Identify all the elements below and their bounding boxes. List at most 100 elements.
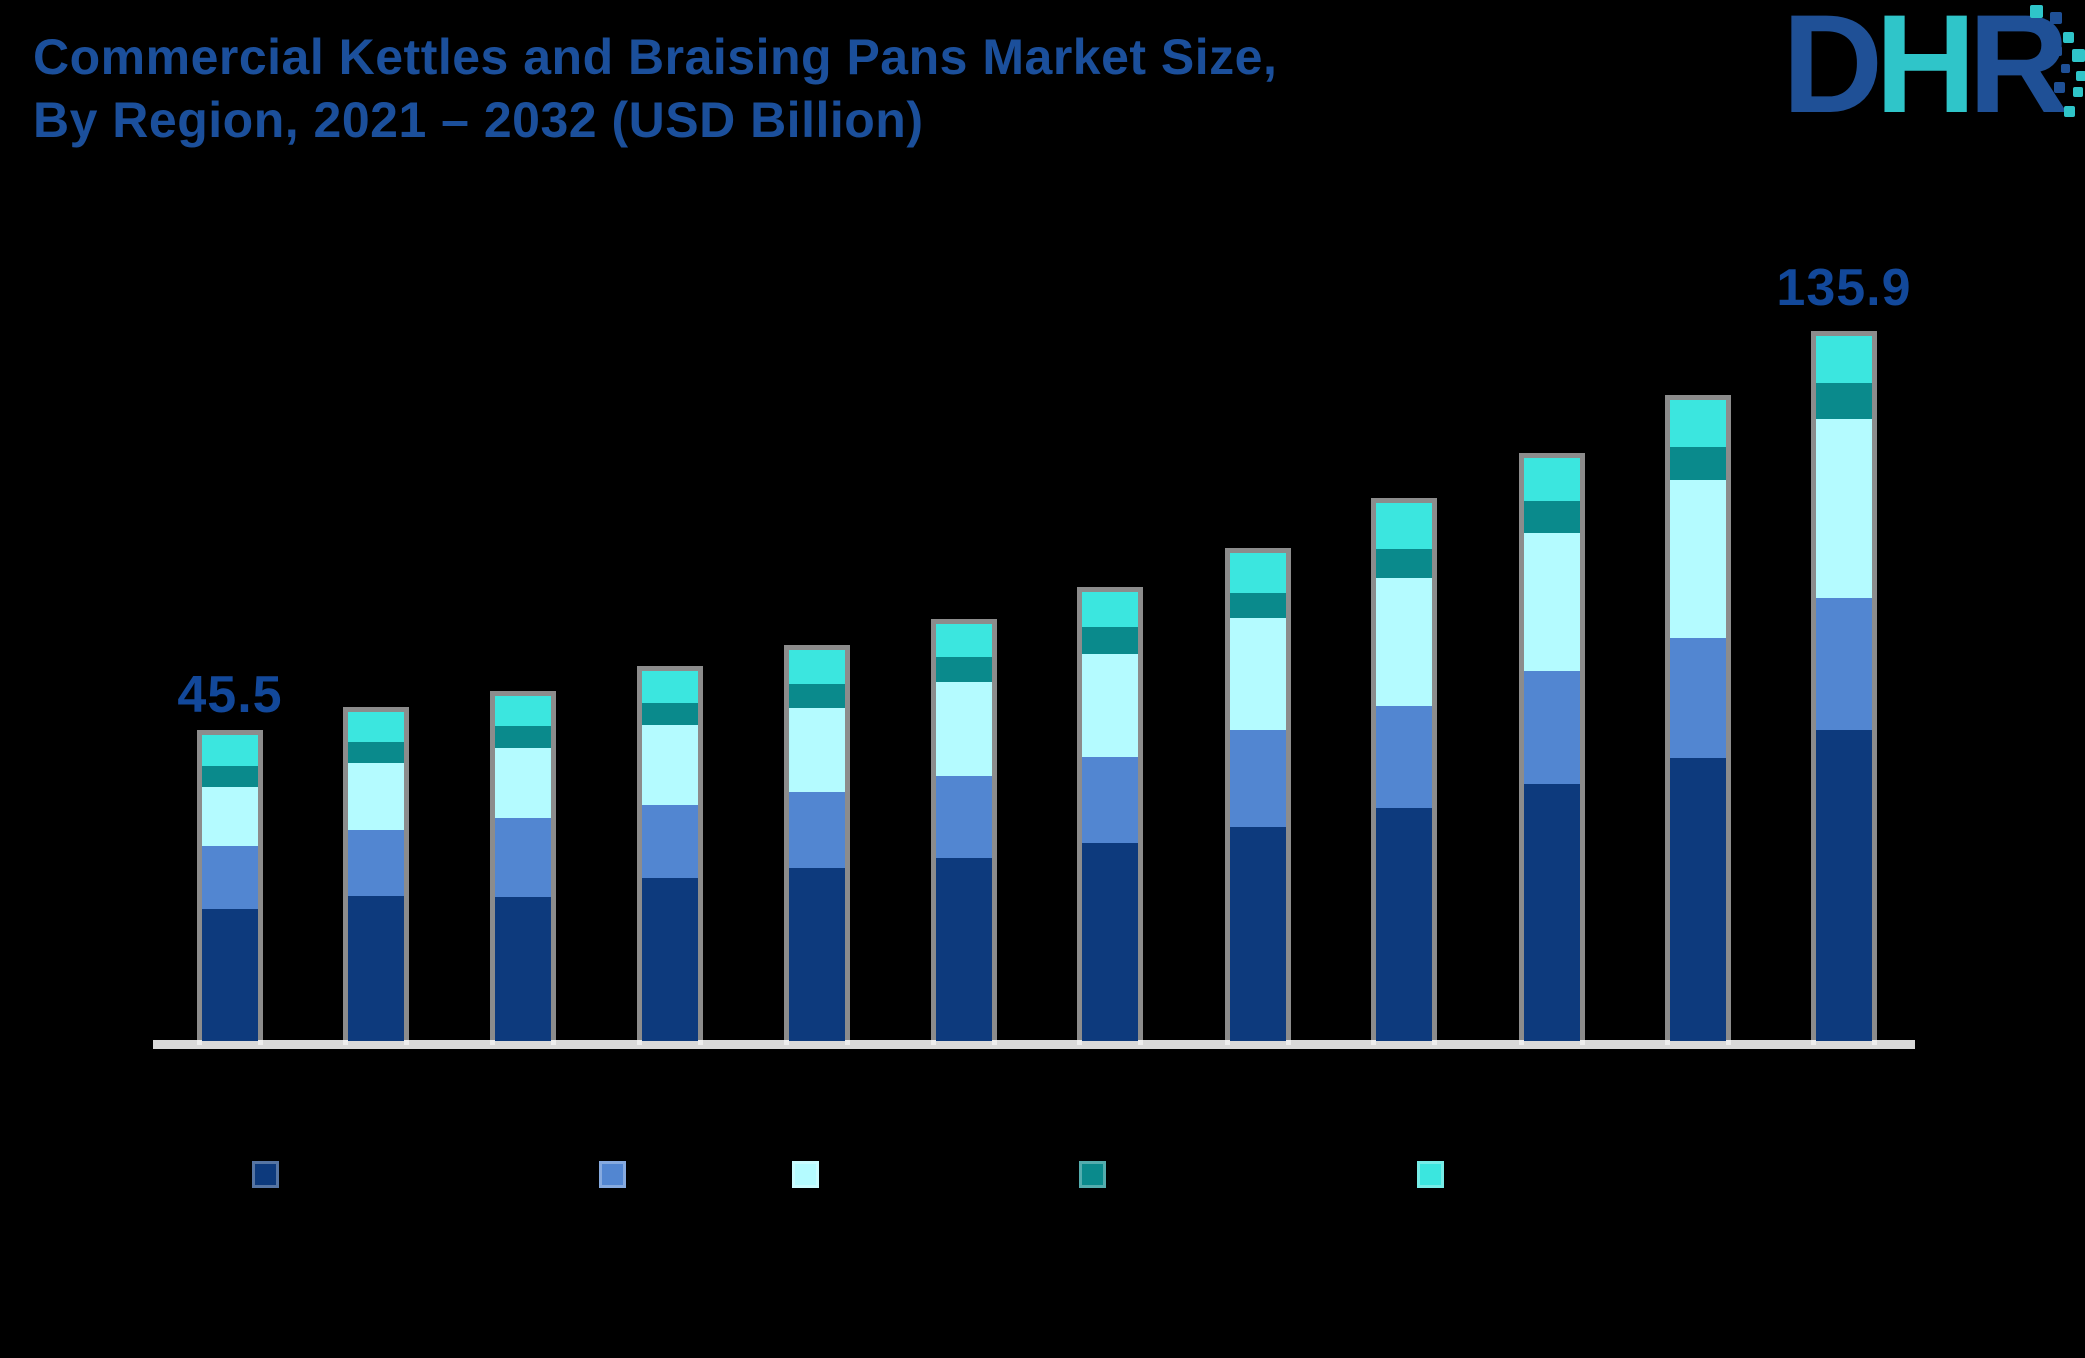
bar-2023-segment-1-navy [495,897,551,1041]
bar-2021 [197,730,263,1045]
legend-swatch-segment-4-dark-teal [1079,1161,1106,1188]
chart-title-line1: Commercial Kettles and Braising Pans Mar… [33,29,1278,85]
x-axis-baseline [153,1040,1915,1049]
bar-2027-segment-1-navy [1082,843,1138,1041]
logo-dot [2072,49,2085,62]
bar-2028 [1225,548,1291,1045]
bar-2031-segment-3-pale-cyan [1670,480,1726,638]
bar-2027-segment-3-pale-cyan [1082,654,1138,757]
last-bar-value-label: 135.9 [1776,259,1912,317]
bar-2029-segment-2-mid-blue [1376,706,1432,808]
bar-2028-segment-1-navy [1230,827,1286,1041]
bar-2027-segment-5-bright-teal [1082,592,1138,627]
bar-2023-segment-4-dark-teal [495,726,551,748]
bar-2030-segment-1-navy [1524,784,1580,1041]
bar-2022-segment-5-bright-teal [348,712,404,742]
bar-2029-segment-1-navy [1376,808,1432,1041]
legend-swatch-segment-1-navy [252,1161,279,1188]
bar-2021-segment-1-navy [202,909,258,1041]
bar-2028-segment-5-bright-teal [1230,553,1286,593]
legend-swatch-segment-5-bright-teal [1417,1161,1444,1188]
bar-2032 [1811,331,1877,1045]
bar-2030-segment-5-bright-teal [1524,458,1580,501]
bar-2028-segment-3-pale-cyan [1230,618,1286,730]
bar-2029-segment-5-bright-teal [1376,503,1432,549]
logo-dot [2046,99,2055,108]
bar-2029-segment-4-dark-teal [1376,549,1432,578]
legend-swatch-segment-3-pale-cyan [792,1161,819,1188]
logo-letter-h: H [1875,0,1976,142]
bar-2032-segment-3-pale-cyan [1816,419,1872,598]
bar-2032-segment-4-dark-teal [1816,383,1872,419]
bar-2024-segment-1-navy [642,878,698,1041]
bar-2021-segment-3-pale-cyan [202,787,258,846]
bar-2021-segment-4-dark-teal [202,766,258,787]
logo-dot [2030,5,2043,18]
bar-2030-segment-4-dark-teal [1524,501,1580,533]
bar-2025-segment-3-pale-cyan [789,708,845,792]
bar-2026-segment-1-navy [936,858,992,1041]
bar-2031 [1665,395,1731,1045]
bar-2024-segment-3-pale-cyan [642,725,698,805]
legend-swatch-segment-2-mid-blue [599,1161,626,1188]
bar-2029 [1371,498,1437,1045]
bar-2024 [637,666,703,1045]
bar-2025-segment-4-dark-teal [789,684,845,708]
bar-2022-segment-4-dark-teal [348,742,404,763]
bar-2021-segment-2-mid-blue [202,846,258,909]
bar-2022-segment-2-mid-blue [348,830,404,896]
chart-title-line2: By Region, 2021 – 2032 (USD Billion) [33,92,924,148]
bar-2032-segment-1-navy [1816,730,1872,1041]
bar-2024-segment-2-mid-blue [642,805,698,878]
bar-2032-segment-2-mid-blue [1816,598,1872,730]
bar-2022-segment-3-pale-cyan [348,763,404,830]
bar-2025-segment-2-mid-blue [789,792,845,868]
logo-dot [2050,12,2062,24]
logo-dot [2063,32,2074,43]
bar-2022-segment-1-navy [348,896,404,1041]
logo-letter-r: R [1968,0,2069,142]
logo-dot [2076,71,2085,81]
logo-dot [2061,64,2070,73]
bar-2024-segment-5-bright-teal [642,671,698,703]
bar-2022 [343,707,409,1045]
logo-letter-d: D [1782,0,1883,142]
first-bar-value-label: 45.5 [177,666,283,724]
bar-2025-segment-5-bright-teal [789,650,845,684]
bar-2026-segment-5-bright-teal [936,624,992,657]
bar-2026-segment-4-dark-teal [936,657,992,682]
bar-2032-segment-5-bright-teal [1816,336,1872,383]
bar-2023-segment-2-mid-blue [495,818,551,897]
bar-2025 [784,645,850,1045]
logo-dot [2064,106,2075,117]
bar-2023 [490,691,556,1045]
logo-dot [2054,82,2065,93]
bar-2029-segment-3-pale-cyan [1376,578,1432,706]
bar-2031-segment-5-bright-teal [1670,400,1726,447]
dhr-logo: DHR [1782,0,2069,134]
bar-2025-segment-1-navy [789,868,845,1041]
bar-2027 [1077,587,1143,1045]
bar-2027-segment-4-dark-teal [1082,627,1138,654]
bar-2026-segment-3-pale-cyan [936,682,992,776]
bar-2023-segment-5-bright-teal [495,696,551,726]
logo-dot [2052,46,2062,56]
bar-2030-segment-2-mid-blue [1524,671,1580,784]
bar-2031-segment-1-navy [1670,758,1726,1041]
bar-2027-segment-2-mid-blue [1082,757,1138,843]
bar-2028-segment-4-dark-teal [1230,593,1286,618]
chart-title: Commercial Kettles and Braising Pans Mar… [33,26,1277,152]
bar-2023-segment-3-pale-cyan [495,748,551,818]
logo-dot [2041,26,2050,35]
logo-dot [2073,87,2083,97]
bar-2030 [1519,453,1585,1045]
bar-2030-segment-3-pale-cyan [1524,533,1580,671]
bar-2031-segment-4-dark-teal [1670,447,1726,480]
bar-2026-segment-2-mid-blue [936,776,992,858]
bar-2028-segment-2-mid-blue [1230,730,1286,827]
bar-2026 [931,619,997,1045]
bar-2031-segment-2-mid-blue [1670,638,1726,758]
bar-2024-segment-4-dark-teal [642,703,698,725]
bar-2021-segment-5-bright-teal [202,735,258,766]
